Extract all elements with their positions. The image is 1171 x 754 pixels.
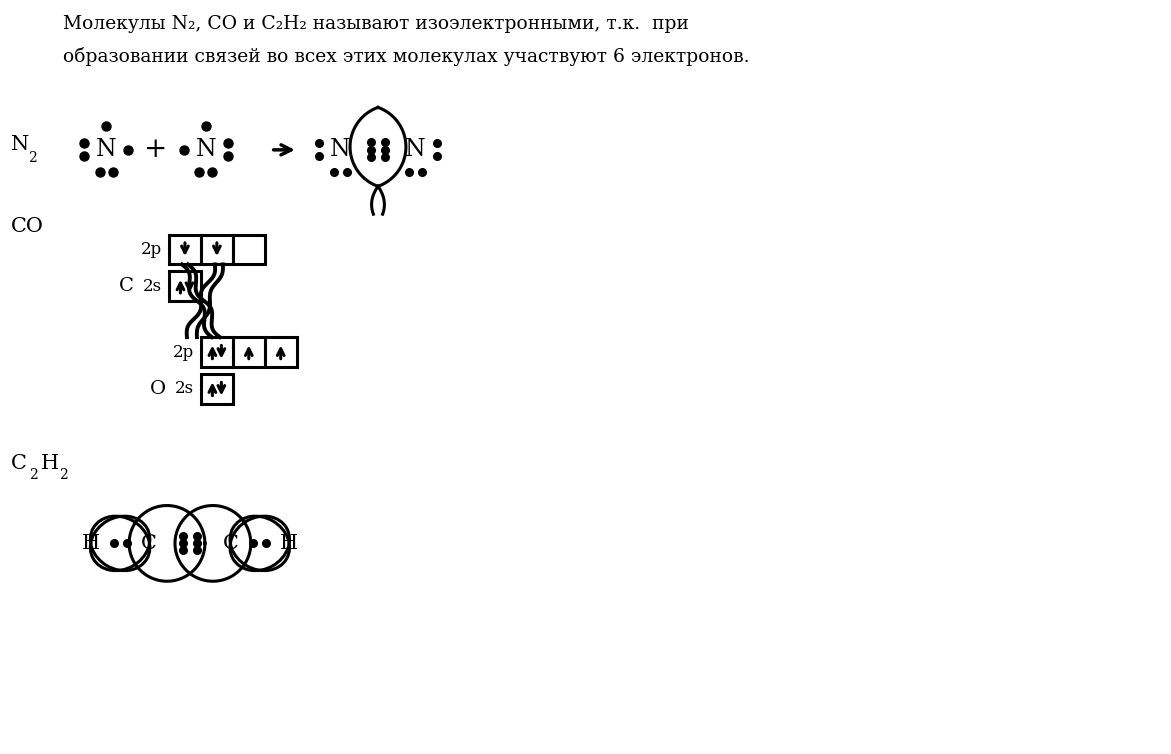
Text: 2p: 2p: [141, 241, 162, 258]
Text: N: N: [330, 138, 351, 161]
Text: N: N: [196, 138, 217, 161]
Text: N: N: [96, 138, 116, 161]
Text: 2: 2: [29, 467, 39, 482]
Bar: [265, 337, 296, 367]
Bar: [201, 234, 233, 265]
Text: O: O: [150, 380, 166, 398]
Text: H: H: [280, 534, 297, 553]
Text: H: H: [41, 454, 60, 474]
Bar: [233, 337, 265, 367]
Text: 2s: 2s: [174, 381, 194, 397]
Bar: [201, 374, 233, 404]
Text: N: N: [405, 138, 426, 161]
Text: N: N: [12, 136, 29, 155]
Text: образовании связей во всех этих молекулах участвуют 6 электронов.: образовании связей во всех этих молекула…: [63, 48, 749, 66]
Text: CO: CO: [12, 217, 44, 236]
Bar: [169, 234, 201, 265]
Text: 2: 2: [28, 151, 37, 165]
Text: 2p: 2p: [172, 344, 194, 360]
Text: 2s: 2s: [143, 277, 162, 295]
Text: Молекулы N₂, CO и C₂H₂ называют изоэлектронными, т.к.  при: Молекулы N₂, CO и C₂H₂ называют изоэлект…: [63, 15, 689, 33]
Bar: [169, 271, 201, 302]
Text: 2: 2: [60, 467, 68, 482]
Text: C: C: [141, 534, 157, 553]
Text: H: H: [82, 534, 101, 553]
Bar: [233, 234, 265, 265]
Bar: [201, 337, 233, 367]
Text: C: C: [222, 534, 239, 553]
Text: C: C: [119, 277, 133, 296]
Text: C: C: [12, 454, 27, 474]
Text: +: +: [144, 136, 167, 164]
